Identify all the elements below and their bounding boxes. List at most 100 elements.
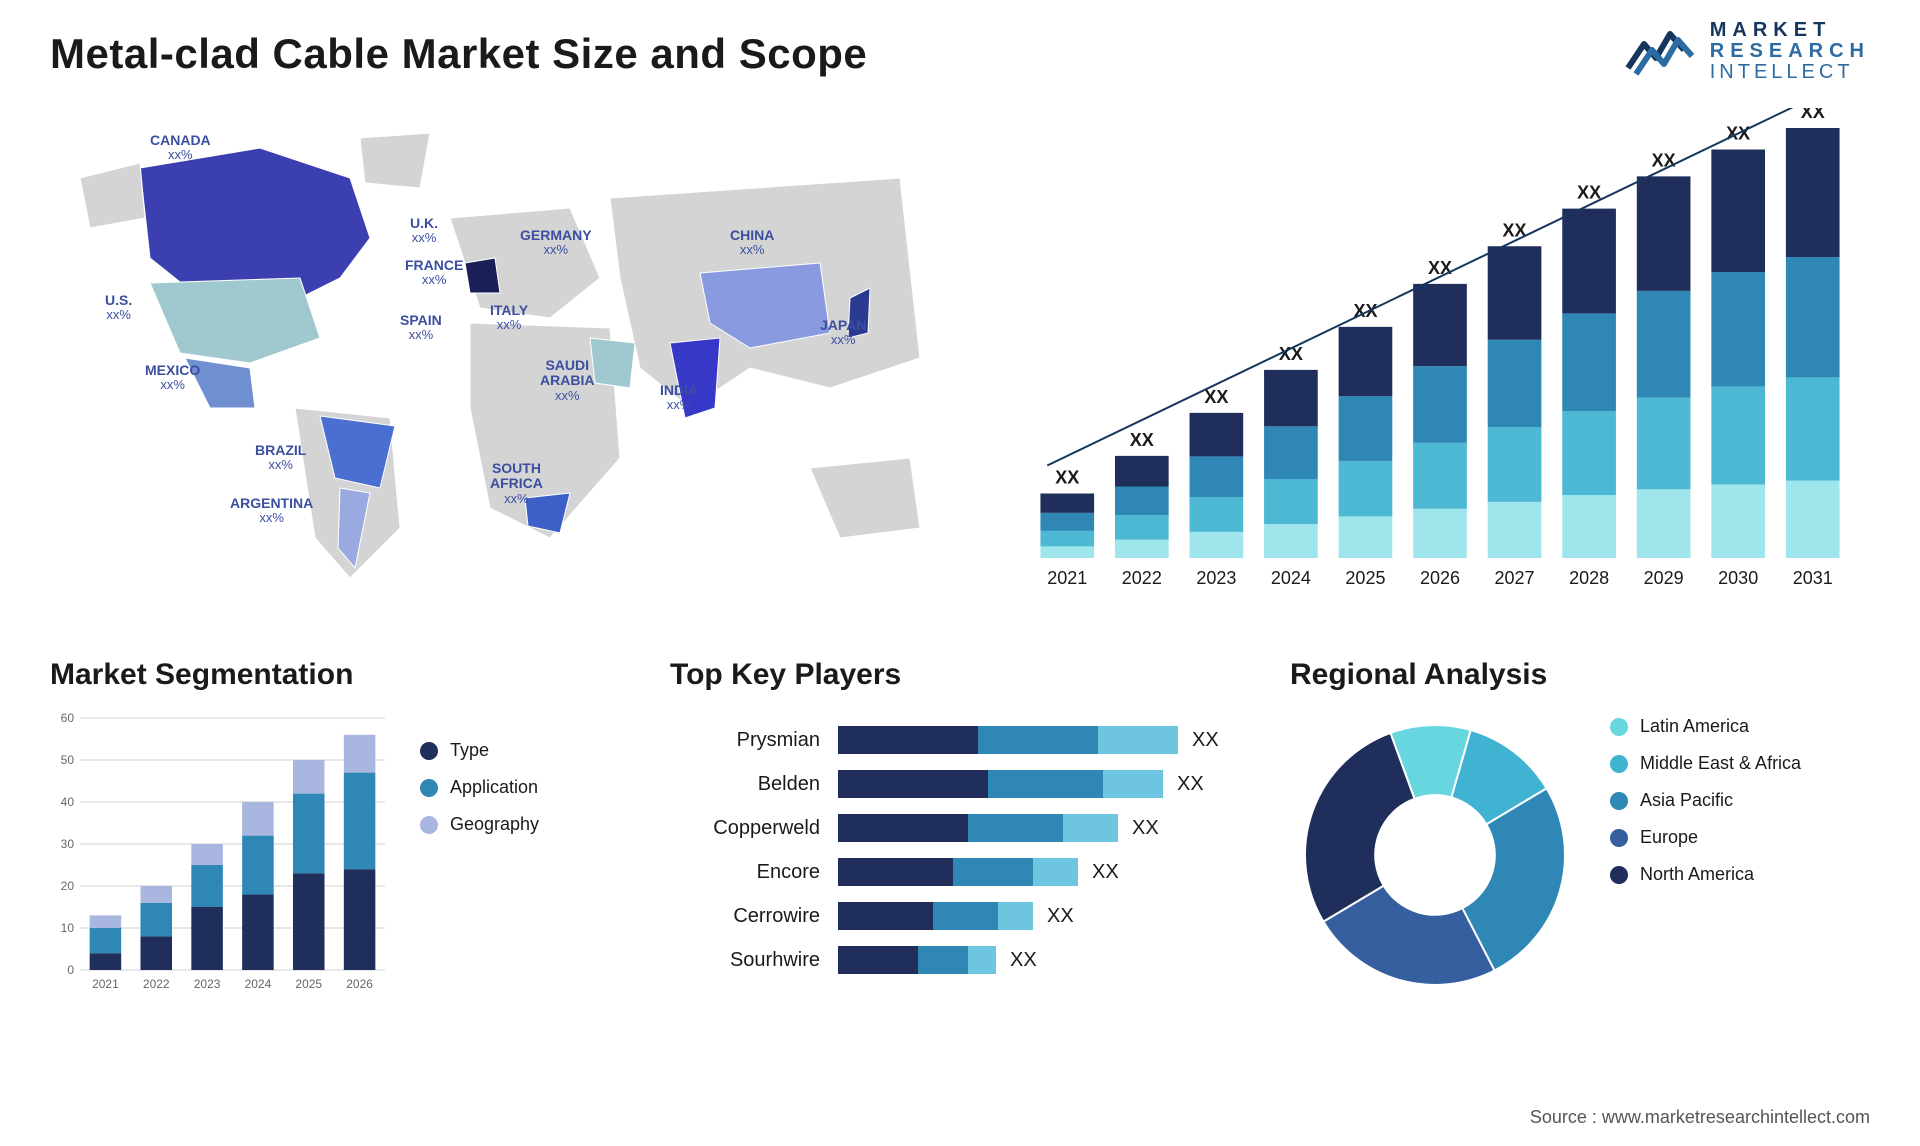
growth-bar-year: 2024	[1271, 568, 1311, 588]
player-name: Cerrowire	[670, 894, 820, 938]
growth-bar-seg	[1115, 540, 1169, 558]
growth-bar-toplabel: XX	[1130, 430, 1154, 450]
player-bar-seg	[1033, 858, 1078, 886]
key-players-title: Top Key Players	[670, 658, 1230, 692]
growth-bar-seg	[1115, 456, 1169, 487]
segmentation-chart-svg: 0102030405060202120222023202420252026	[50, 710, 390, 1000]
seg-bar-seg	[242, 836, 274, 895]
key-players-panel: Top Key Players PrysmianBeldenCopperweld…	[670, 658, 1230, 1000]
legend-dot-icon	[1610, 829, 1628, 847]
growth-bar-toplabel: XX	[1577, 183, 1601, 203]
regional-legend-label: Europe	[1640, 827, 1698, 848]
growth-bar-seg	[1562, 313, 1616, 411]
growth-chart: XX2021XX2022XX2023XX2024XX2025XX2026XX20…	[1020, 108, 1870, 628]
player-bar-seg	[1103, 770, 1163, 798]
growth-bar-year: 2026	[1420, 568, 1460, 588]
player-bar-value: XX	[1092, 861, 1119, 884]
growth-bar-seg	[1190, 497, 1244, 532]
source-text: Source : www.marketresearchintellect.com	[1530, 1107, 1870, 1128]
seg-bar-seg	[293, 873, 325, 970]
map-region-alaska	[80, 163, 145, 228]
player-bar-row: XX	[838, 806, 1230, 850]
growth-bar-seg	[1115, 515, 1169, 540]
seg-xlabel: 2021	[92, 977, 119, 991]
growth-bar-seg	[1040, 494, 1094, 513]
seg-xlabel: 2024	[245, 977, 272, 991]
regional-legend-label: Asia Pacific	[1640, 790, 1733, 811]
player-bar-seg	[1063, 814, 1118, 842]
growth-bar-toplabel: XX	[1204, 387, 1228, 407]
player-name: Belden	[670, 762, 820, 806]
seg-legend-item: Application	[420, 777, 539, 798]
map-label-india: INDIAxx%	[660, 383, 698, 413]
seg-legend-label: Geography	[450, 814, 539, 835]
growth-bar-seg	[1413, 443, 1467, 509]
growth-bar-year: 2031	[1793, 568, 1833, 588]
growth-bar-seg	[1562, 411, 1616, 495]
growth-bar-toplabel: XX	[1055, 468, 1079, 488]
segmentation-title: Market Segmentation	[50, 658, 610, 692]
map-label-u-s-: U.S.xx%	[105, 293, 132, 323]
map-label-brazil: BRAZILxx%	[255, 443, 306, 473]
growth-bar-seg	[1711, 150, 1765, 273]
growth-bar-seg	[1488, 340, 1542, 427]
player-bar-value: XX	[1192, 729, 1219, 752]
legend-dot-icon	[1610, 718, 1628, 736]
map-label-spain: SPAINxx%	[400, 313, 442, 343]
player-bar-seg	[933, 902, 998, 930]
seg-bar-seg	[293, 794, 325, 874]
growth-bar-seg	[1115, 487, 1169, 516]
seg-bar-seg	[191, 844, 223, 865]
player-bar-value: XX	[1047, 905, 1074, 928]
map-label-italy: ITALYxx%	[490, 303, 528, 333]
growth-bar-seg	[1786, 481, 1840, 558]
segmentation-panel: Market Segmentation 01020304050602021202…	[50, 658, 610, 1000]
regional-legend-item: Middle East & Africa	[1610, 753, 1801, 774]
growth-bar-year: 2022	[1122, 568, 1162, 588]
growth-bar-seg	[1786, 377, 1840, 480]
seg-legend-label: Type	[450, 740, 489, 761]
segmentation-chart: 0102030405060202120222023202420252026	[50, 710, 390, 1000]
map-region-green	[360, 133, 430, 188]
growth-bar-toplabel: XX	[1353, 301, 1377, 321]
regional-legend-item: North America	[1610, 864, 1801, 885]
player-bar-seg	[838, 726, 978, 754]
regional-legend-label: Middle East & Africa	[1640, 753, 1801, 774]
player-bar	[838, 858, 1078, 886]
legend-dot-icon	[1610, 792, 1628, 810]
growth-bar-seg	[1711, 386, 1765, 484]
player-bar-seg	[838, 814, 968, 842]
seg-bar-seg	[242, 802, 274, 836]
player-bar-seg	[988, 770, 1103, 798]
legend-dot-icon	[420, 742, 438, 760]
player-bar-seg	[968, 814, 1063, 842]
player-bar	[838, 902, 1033, 930]
logo-mark-icon	[1624, 24, 1696, 80]
player-bar-value: XX	[1177, 773, 1204, 796]
growth-bar-seg	[1488, 427, 1542, 502]
regional-panel: Regional Analysis Latin AmericaMiddle Ea…	[1290, 658, 1870, 1000]
growth-bar-seg	[1637, 489, 1691, 558]
seg-bar-seg	[191, 907, 223, 970]
seg-bar-seg	[191, 865, 223, 907]
growth-bar-seg	[1711, 272, 1765, 386]
seg-bar-seg	[293, 760, 325, 794]
legend-dot-icon	[420, 779, 438, 797]
growth-bar-seg	[1190, 532, 1244, 558]
growth-bar-seg	[1413, 366, 1467, 443]
player-name: Sourhwire	[670, 938, 820, 982]
growth-bar-seg	[1040, 513, 1094, 531]
player-bar	[838, 770, 1163, 798]
growth-bar-seg	[1190, 456, 1244, 497]
seg-bar-seg	[90, 953, 122, 970]
growth-bar-seg	[1711, 484, 1765, 558]
growth-bar-seg	[1339, 327, 1393, 396]
player-bar	[838, 726, 1178, 754]
growth-bar-year: 2025	[1345, 568, 1385, 588]
growth-bar-year: 2021	[1047, 568, 1087, 588]
map-region-aus	[810, 458, 920, 538]
player-bar	[838, 946, 996, 974]
growth-bar-seg	[1637, 398, 1691, 490]
seg-bar-seg	[344, 735, 376, 773]
regional-legend: Latin AmericaMiddle East & AfricaAsia Pa…	[1610, 710, 1801, 901]
